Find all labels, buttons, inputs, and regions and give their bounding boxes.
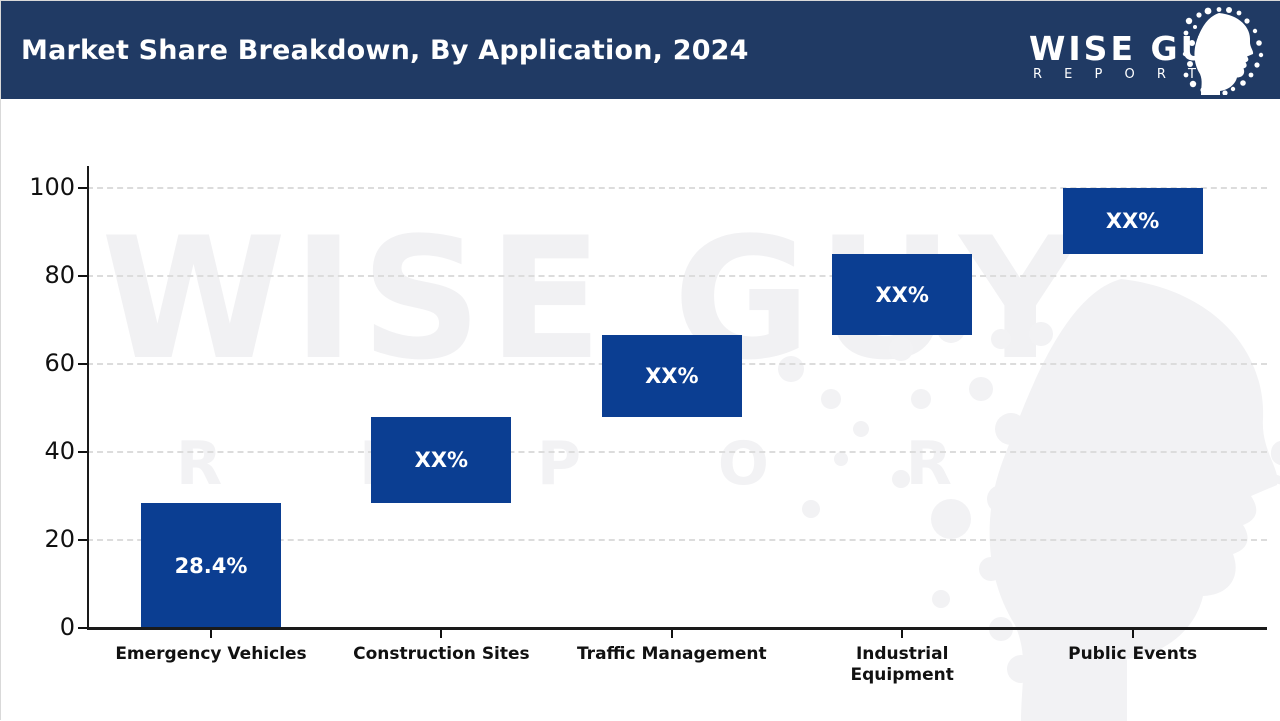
y-axis-line xyxy=(87,166,89,630)
header-bar: Market Share Breakdown, By Application, … xyxy=(1,1,1280,99)
y-tick-label: 20 xyxy=(3,525,75,553)
y-tick-mark xyxy=(78,187,87,189)
y-tick-label: 80 xyxy=(3,261,75,289)
bar-value-label: 28.4% xyxy=(175,554,248,578)
bar-industrial-equipment: XX% xyxy=(832,254,972,335)
bar-value-label: XX% xyxy=(645,364,698,388)
y-tick-mark xyxy=(78,539,87,541)
y-tick-label: 60 xyxy=(3,349,75,377)
x-tick-mark xyxy=(440,630,442,638)
y-tick-mark xyxy=(78,363,87,365)
chart-title: Market Share Breakdown, By Application, … xyxy=(21,1,749,99)
bar-construction-sites: XX% xyxy=(371,417,511,503)
gridline-40 xyxy=(87,451,1267,453)
y-tick-label: 100 xyxy=(3,173,75,201)
bar-traffic-management: XX% xyxy=(602,335,742,416)
x-tick-mark xyxy=(901,630,903,638)
bar-value-label: XX% xyxy=(415,448,468,472)
y-tick-label: 0 xyxy=(3,613,75,641)
bar-public-events: XX% xyxy=(1063,188,1203,254)
x-tick-mark xyxy=(210,630,212,638)
x-tick-mark xyxy=(1132,630,1134,638)
y-tick-mark xyxy=(78,275,87,277)
x-category-label: Emergency Vehicles xyxy=(95,644,327,665)
y-tick-mark xyxy=(78,627,87,629)
x-category-label: Traffic Management xyxy=(556,644,788,665)
bar-value-label: XX% xyxy=(875,283,928,307)
dotted-face-profile-icon xyxy=(1181,7,1267,95)
y-tick-mark xyxy=(78,451,87,453)
bar-emergency-vehicles: 28.4% xyxy=(141,503,281,628)
x-axis-line xyxy=(87,627,1267,630)
gridline-80 xyxy=(87,275,1267,277)
wise-guy-logo: WISE GUY R E P O R T S xyxy=(1011,7,1267,95)
x-category-label: Construction Sites xyxy=(325,644,557,665)
x-tick-mark xyxy=(671,630,673,638)
bar-value-label: XX% xyxy=(1106,209,1159,233)
y-tick-label: 40 xyxy=(3,437,75,465)
x-category-label: Public Events xyxy=(1017,644,1249,665)
